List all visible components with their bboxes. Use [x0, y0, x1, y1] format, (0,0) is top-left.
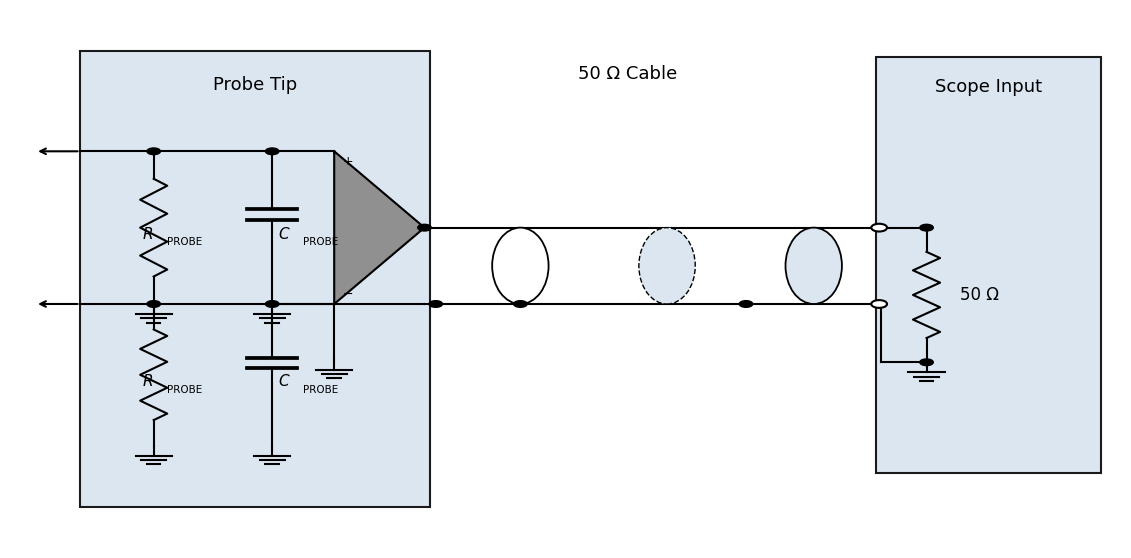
Text: $R$: $R$: [143, 226, 154, 242]
Ellipse shape: [786, 228, 841, 304]
Circle shape: [871, 224, 887, 232]
Circle shape: [513, 301, 527, 307]
Circle shape: [266, 301, 279, 307]
Text: PROBE: PROBE: [167, 237, 202, 247]
Text: Probe Tip: Probe Tip: [213, 76, 297, 94]
Circle shape: [417, 224, 431, 231]
Text: $R$: $R$: [143, 373, 154, 389]
Circle shape: [429, 301, 442, 307]
Text: $C$: $C$: [278, 373, 291, 389]
FancyBboxPatch shape: [80, 51, 430, 507]
Text: −: −: [343, 287, 353, 301]
Text: +: +: [343, 155, 353, 168]
Circle shape: [920, 359, 933, 365]
Text: PROBE: PROBE: [303, 384, 338, 395]
Text: PROBE: PROBE: [303, 237, 338, 247]
Circle shape: [266, 148, 279, 155]
Polygon shape: [335, 151, 424, 304]
Ellipse shape: [492, 228, 549, 304]
Circle shape: [871, 300, 887, 308]
Text: 50 Ω: 50 Ω: [960, 286, 1000, 304]
Circle shape: [920, 224, 933, 231]
Circle shape: [147, 301, 161, 307]
Text: PROBE: PROBE: [167, 384, 202, 395]
Text: Scope Input: Scope Input: [935, 79, 1042, 97]
Ellipse shape: [639, 228, 696, 304]
Circle shape: [740, 301, 753, 307]
FancyBboxPatch shape: [875, 57, 1102, 473]
Circle shape: [147, 148, 161, 155]
Text: $C$: $C$: [278, 226, 291, 242]
Text: 50 Ω Cable: 50 Ω Cable: [578, 65, 677, 83]
